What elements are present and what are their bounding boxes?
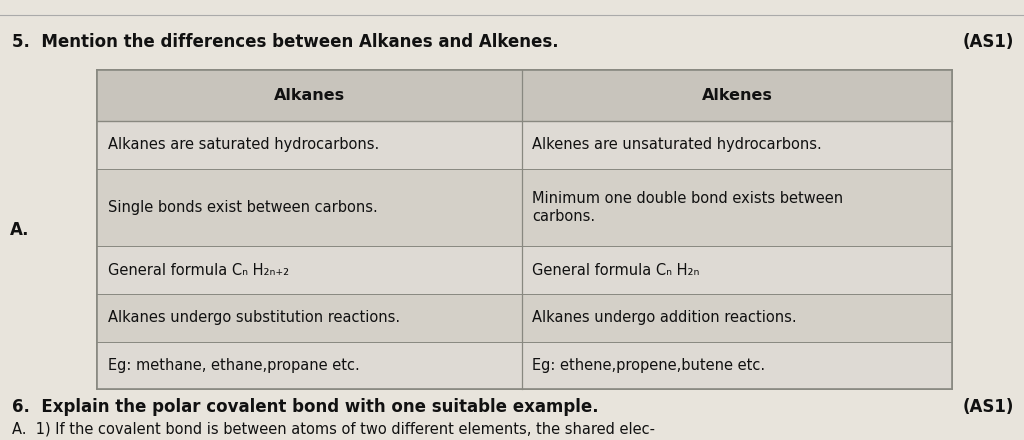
Text: Alkanes: Alkanes — [274, 88, 345, 103]
Text: 6.  Explain the polar covalent bond with one suitable example.: 6. Explain the polar covalent bond with … — [12, 398, 599, 416]
Text: (AS1): (AS1) — [963, 33, 1014, 51]
FancyBboxPatch shape — [97, 70, 952, 121]
Text: Minimum one double bond exists between
carbons.: Minimum one double bond exists between c… — [532, 191, 844, 224]
FancyBboxPatch shape — [97, 294, 952, 342]
Text: General formula Cₙ H₂ₙ: General formula Cₙ H₂ₙ — [532, 263, 699, 278]
Text: (AS1): (AS1) — [963, 398, 1014, 416]
Text: Eg: methane, ethane,propane etc.: Eg: methane, ethane,propane etc. — [108, 358, 359, 373]
Text: Alkanes undergo addition reactions.: Alkanes undergo addition reactions. — [532, 310, 797, 326]
Text: A.: A. — [10, 221, 30, 239]
FancyBboxPatch shape — [97, 246, 952, 294]
Text: Alkanes undergo substitution reactions.: Alkanes undergo substitution reactions. — [108, 310, 399, 326]
FancyBboxPatch shape — [97, 70, 952, 389]
Text: Alkanes are saturated hydrocarbons.: Alkanes are saturated hydrocarbons. — [108, 137, 379, 152]
Text: Single bonds exist between carbons.: Single bonds exist between carbons. — [108, 200, 377, 215]
Text: Alkenes are unsaturated hydrocarbons.: Alkenes are unsaturated hydrocarbons. — [532, 137, 822, 152]
FancyBboxPatch shape — [97, 121, 952, 169]
FancyBboxPatch shape — [97, 169, 952, 246]
Text: Alkenes: Alkenes — [701, 88, 773, 103]
Text: 5.  Mention the differences between Alkanes and Alkenes.: 5. Mention the differences between Alkan… — [12, 33, 559, 51]
Text: A.  1) If the covalent bond is between atoms of two different elements, the shar: A. 1) If the covalent bond is between at… — [12, 422, 655, 436]
Text: Eg: ethene,propene,butene etc.: Eg: ethene,propene,butene etc. — [532, 358, 766, 373]
FancyBboxPatch shape — [97, 342, 952, 389]
Text: General formula Cₙ H₂ₙ₊₂: General formula Cₙ H₂ₙ₊₂ — [108, 263, 289, 278]
